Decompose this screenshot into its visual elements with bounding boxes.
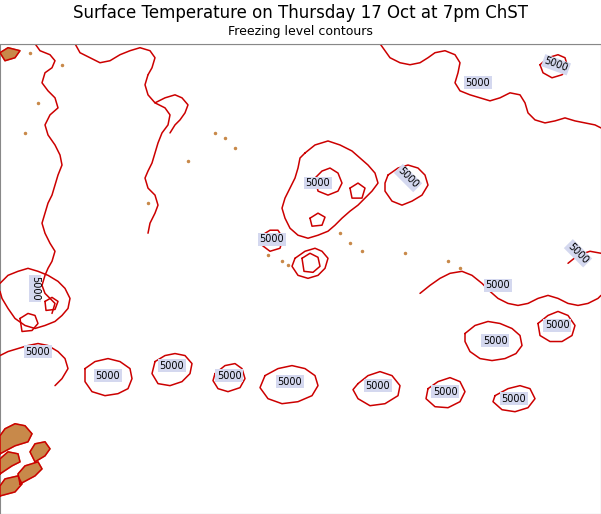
- Text: Surface Temperature on Thursday 17 Oct at 7pm ChST: Surface Temperature on Thursday 17 Oct a…: [73, 4, 528, 22]
- Polygon shape: [0, 424, 32, 454]
- Polygon shape: [0, 476, 22, 496]
- Text: 5000: 5000: [26, 346, 50, 357]
- Text: 5000: 5000: [278, 377, 302, 387]
- Text: 5000: 5000: [395, 166, 420, 190]
- Text: 5000: 5000: [486, 280, 510, 290]
- Text: 5000: 5000: [217, 371, 242, 380]
- Text: 5000: 5000: [96, 371, 120, 380]
- Polygon shape: [0, 48, 20, 61]
- Text: 5000: 5000: [543, 56, 569, 74]
- Text: 5000: 5000: [545, 320, 569, 331]
- Text: 5000: 5000: [502, 394, 526, 403]
- Polygon shape: [0, 452, 20, 474]
- Text: 5000: 5000: [483, 336, 507, 345]
- Polygon shape: [18, 462, 42, 484]
- Text: 5000: 5000: [466, 78, 490, 88]
- Text: 5000: 5000: [30, 276, 40, 301]
- Text: 5000: 5000: [260, 234, 284, 244]
- Text: 5000: 5000: [160, 361, 185, 371]
- Text: 5000: 5000: [365, 381, 390, 391]
- Text: Freezing level contours: Freezing level contours: [228, 25, 373, 38]
- Polygon shape: [30, 442, 50, 462]
- Text: 5000: 5000: [306, 178, 331, 188]
- Text: 5000: 5000: [433, 387, 457, 397]
- Text: 5000: 5000: [566, 241, 590, 266]
